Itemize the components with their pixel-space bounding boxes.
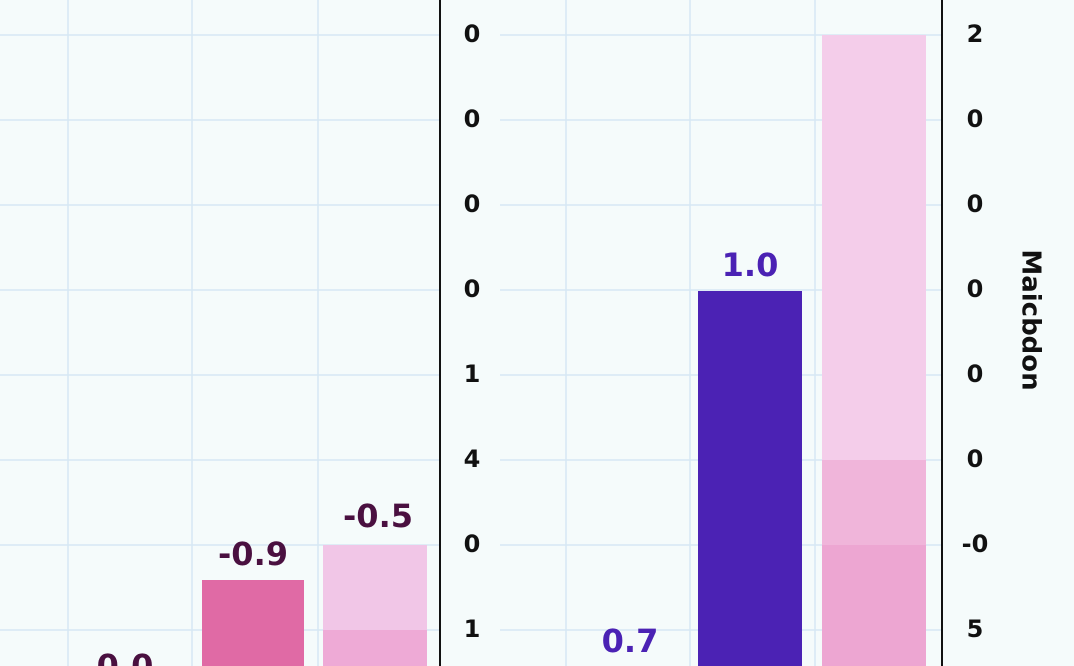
tick-label: 2 bbox=[967, 20, 984, 48]
bar-label: -0.9 bbox=[218, 535, 288, 573]
bars bbox=[202, 35, 926, 666]
tick-label: 1 bbox=[464, 360, 481, 388]
tick-label: 0 bbox=[464, 105, 481, 133]
tick-label: 0 bbox=[967, 190, 984, 218]
bar bbox=[822, 460, 926, 545]
grid bbox=[67, 0, 816, 666]
bar bbox=[323, 545, 427, 630]
tick-label: -0 bbox=[962, 530, 989, 558]
tick-label: 0 bbox=[464, 530, 481, 558]
bar bbox=[202, 580, 304, 666]
bar bbox=[822, 35, 926, 460]
tick-label: 4 bbox=[464, 445, 481, 473]
bar-label: 0.7 bbox=[602, 622, 659, 660]
bar-label: 1.0 bbox=[722, 246, 779, 284]
tick-label: 0 bbox=[967, 275, 984, 303]
tick-label: 0 bbox=[967, 105, 984, 133]
bar bbox=[698, 291, 802, 666]
tick-label: 0 bbox=[464, 190, 481, 218]
tick-label: 0 bbox=[464, 20, 481, 48]
tick-label: 1 bbox=[464, 615, 481, 643]
tick-label: 0 bbox=[967, 360, 984, 388]
tick-label: 5 bbox=[967, 615, 984, 643]
tick-label: 0 bbox=[464, 275, 481, 303]
bar-label: 0.0 bbox=[97, 647, 154, 666]
axis-title: Maicbdon bbox=[1016, 249, 1046, 390]
bar bbox=[822, 545, 926, 666]
tick-label: 0 bbox=[967, 445, 984, 473]
bar-label: -0.5 bbox=[343, 497, 413, 535]
bar bbox=[323, 630, 427, 666]
